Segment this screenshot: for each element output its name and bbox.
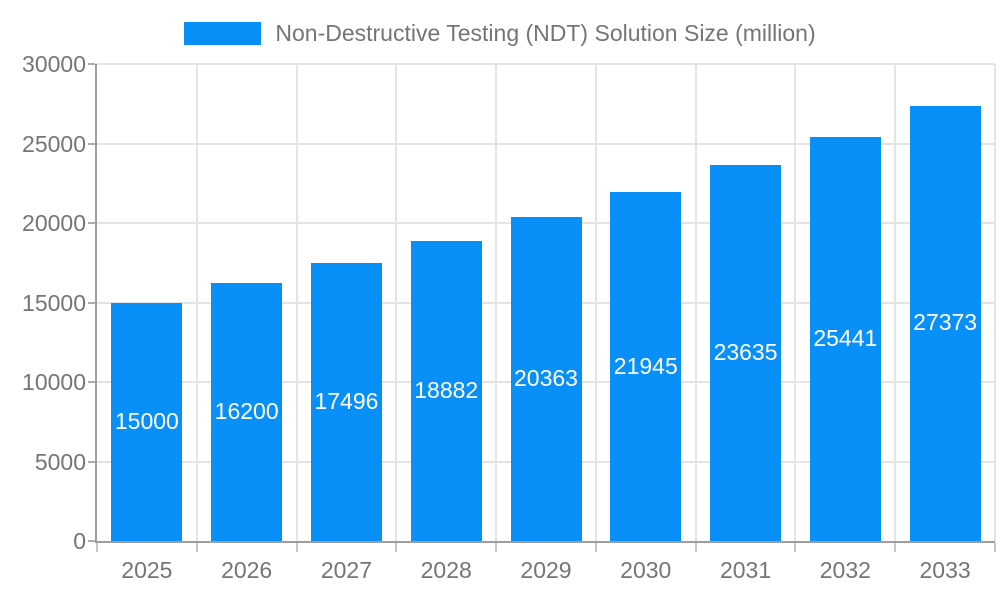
bar-value-label: 21945 (613, 352, 678, 379)
y-tick-label: 10000 (22, 369, 86, 395)
bar[interactable]: 25441 (809, 136, 881, 541)
gridline-horizontal (97, 63, 995, 65)
bar-value-label: 20363 (514, 365, 578, 392)
bar-value-label: 23635 (713, 339, 778, 366)
legend-swatch[interactable] (184, 22, 262, 45)
x-tick-label: 2033 (919, 557, 971, 583)
x-axis-tick (495, 543, 498, 552)
x-axis-tick (994, 543, 996, 552)
gridline-vertical (894, 64, 897, 541)
bar-value-label: 17496 (314, 387, 379, 414)
bar-value-label: 25441 (813, 324, 878, 351)
x-tick-label: 2028 (420, 557, 472, 583)
gridline-vertical (594, 64, 597, 541)
y-tick-label: 5000 (34, 448, 86, 475)
gridline-vertical (994, 64, 996, 541)
gridline-vertical (295, 64, 298, 541)
plot-area: 15000 16200 17496 18882 20363 21945 23635 25441… (88, 63, 996, 552)
y-axis-tick (88, 63, 95, 65)
bar[interactable]: 17496 (310, 262, 382, 541)
y-tick-label: 20000 (22, 210, 86, 236)
bar[interactable]: 27373 (909, 105, 981, 541)
x-axis-tick (894, 543, 897, 552)
x-axis-tick (295, 543, 298, 552)
y-axis-tick (88, 381, 95, 383)
bar[interactable]: 16200 (211, 283, 283, 541)
bar[interactable]: 20363 (510, 217, 582, 541)
gridline-vertical (195, 64, 198, 541)
legend-label: Non-Destructive Testing (NDT) Solution S… (275, 20, 816, 46)
bar-value-label: 15000 (114, 407, 179, 434)
legend[interactable]: Non-Destructive Testing (NDT) Solution S… (0, 20, 1000, 47)
x-tick-label: 2027 (320, 557, 373, 583)
bar-value-label: 27373 (913, 309, 978, 336)
y-axis-tick (88, 540, 95, 542)
x-tick-label: 2030 (620, 557, 672, 583)
y-axis-tick (88, 222, 95, 224)
bar[interactable]: 18882 (410, 240, 482, 541)
x-axis-labels: 2025 2026 2027 2028 2029 2030 2031 2032 2033 (97, 555, 995, 589)
bar[interactable]: 15000 (111, 302, 183, 541)
gridline-vertical (694, 64, 697, 541)
bar-value-label: 16200 (214, 398, 279, 425)
x-axis-line (95, 541, 995, 543)
bar[interactable]: 23635 (710, 165, 782, 541)
x-tick-label: 2025 (121, 557, 173, 583)
y-axis-labels: 0 5000 10000 15000 20000 25000 30000 (0, 51, 86, 554)
x-tick-label: 2032 (819, 557, 871, 583)
y-axis-tick (88, 142, 95, 145)
x-axis-tick (195, 543, 198, 552)
x-axis-tick (594, 543, 597, 552)
x-axis-tick (395, 543, 398, 552)
gridline-vertical (495, 64, 498, 541)
y-axis-line (95, 64, 97, 543)
y-tick-label: 15000 (22, 289, 86, 316)
x-axis-tick (694, 543, 697, 552)
x-tick-label: 2026 (221, 557, 273, 583)
x-axis-tick (794, 543, 797, 552)
y-tick-label: 25000 (22, 130, 86, 157)
x-axis-tick (96, 543, 98, 552)
y-tick-label: 30000 (22, 51, 86, 77)
gridline-vertical (395, 64, 398, 541)
bar-value-label: 18882 (414, 376, 479, 403)
bar[interactable]: 21945 (610, 192, 682, 541)
x-tick-label: 2029 (520, 557, 572, 583)
y-axis-tick (88, 301, 95, 304)
y-axis-tick (88, 460, 95, 463)
gridline-horizontal (97, 142, 995, 145)
gridline-vertical (794, 64, 797, 541)
x-tick-label: 2031 (719, 557, 772, 583)
y-tick-label: 0 (73, 528, 86, 554)
